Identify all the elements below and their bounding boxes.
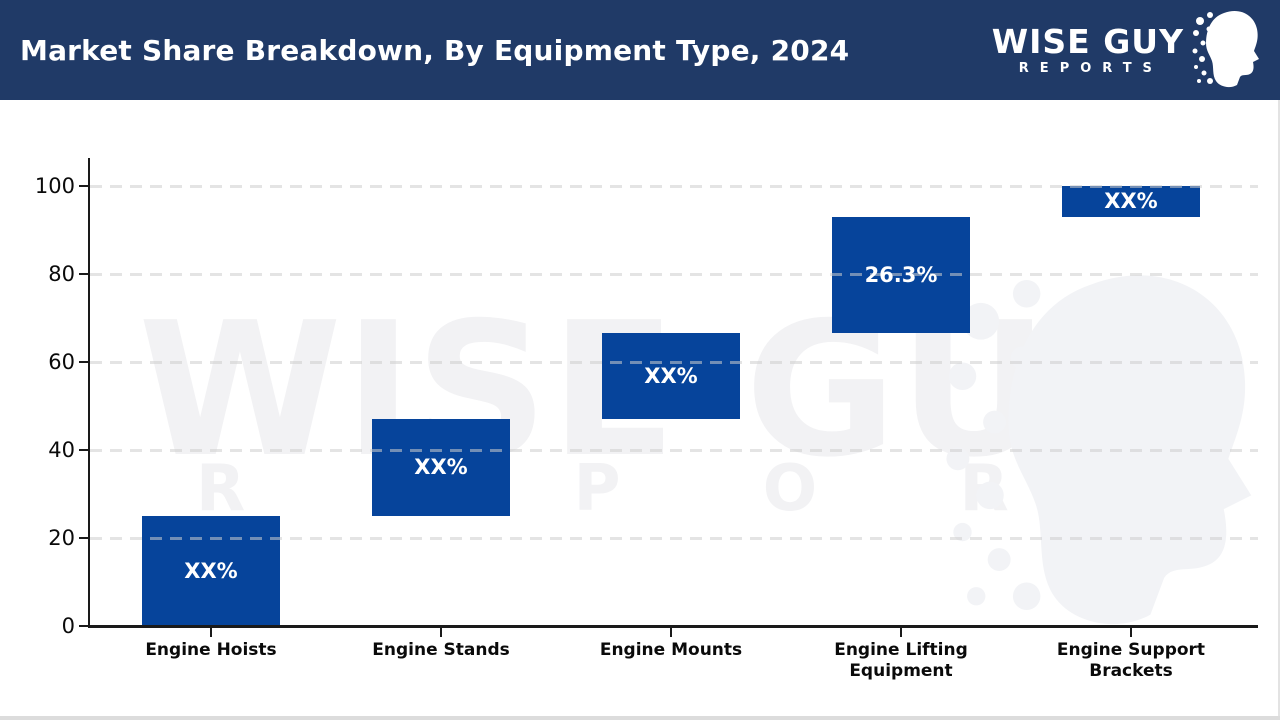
bar [602,332,740,420]
bar-label: XX% [414,455,468,480]
gridline [90,361,1258,364]
x-tick-mark [1130,628,1132,637]
x-axis-line [88,625,1258,628]
logo-wordmark: WISE GUY [991,22,1184,61]
bar [1062,186,1200,217]
x-category-label: Engine Hoists [145,640,277,660]
y-tick-mark [79,361,88,363]
bar [142,515,280,626]
gridline [90,185,1258,188]
x-category-label: Engine Stands [372,640,510,660]
y-tick-mark [79,449,88,451]
bar-label: XX% [184,558,238,583]
x-category-label: Engine Lifting Equipment [834,640,968,681]
y-tick-label: 0 [61,614,75,638]
chart-area: WISE GUY R E P O R T S XX%XX%XX%26.3%XX%… [0,100,1280,716]
header: Market Share Breakdown, By Equipment Typ… [0,0,1280,100]
x-tick-mark [670,628,672,637]
x-tick-mark [440,628,442,637]
page-title: Market Share Breakdown, By Equipment Typ… [20,33,850,67]
gridline [90,537,1258,540]
y-axis-line [88,158,90,626]
x-category-label: Engine Mounts [599,640,743,660]
y-tick-label: 100 [34,174,75,198]
x-tick-mark [900,628,902,637]
x-category-label: Engine Support Brackets [1056,640,1206,681]
y-tick-label: 80 [48,262,75,286]
logo-reports-label: REPORTS [1018,61,1163,76]
bar-label: 26.3% [864,262,938,287]
y-tick-label: 40 [48,438,75,462]
bar [372,419,510,516]
y-tick-label: 20 [48,526,75,550]
y-tick-mark [79,273,88,275]
logo-face-icon [1190,7,1262,93]
gridline [90,449,1258,452]
gridline [90,273,1258,276]
logo-text: WISE GUY REPORTS [992,25,1184,75]
bottom-border [0,716,1280,720]
x-tick-mark [210,628,212,637]
right-border [1278,100,1280,716]
y-tick-mark [79,185,88,187]
logo: WISE GUY REPORTS [992,7,1262,93]
bar-label: XX% [1104,189,1158,214]
bar-label: XX% [644,363,698,388]
y-tick-label: 60 [48,350,75,374]
y-tick-mark [79,537,88,539]
y-tick-mark [79,625,88,627]
